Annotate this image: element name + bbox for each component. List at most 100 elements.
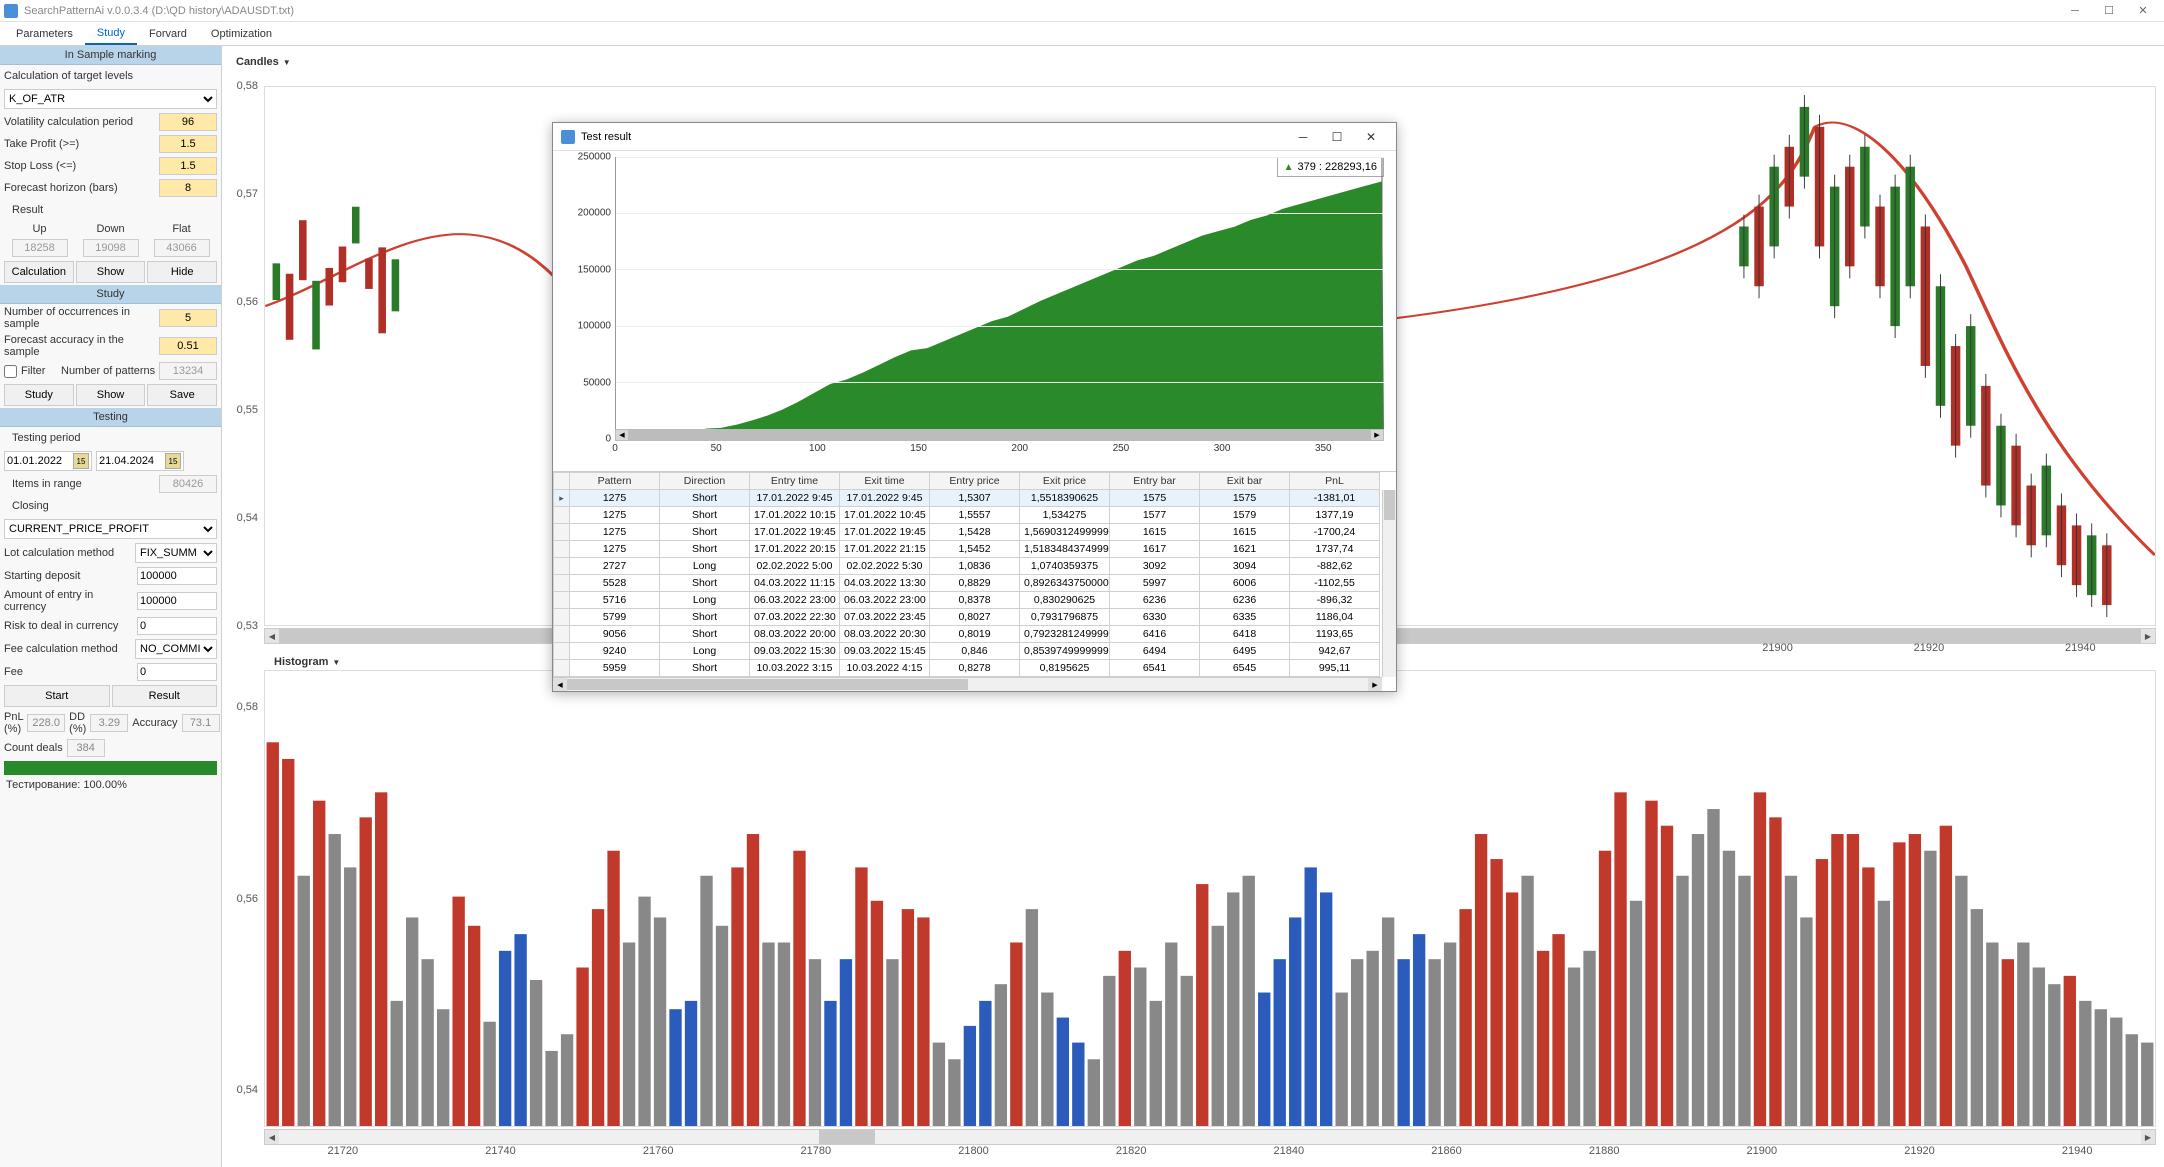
show-button-2[interactable]: Show	[76, 384, 146, 406]
closing-label: Closing	[4, 500, 217, 512]
modal-titlebar[interactable]: Test result ─ ☐ ✕	[553, 123, 1396, 151]
filter-checkbox[interactable]	[4, 365, 17, 378]
equity-chart[interactable]: ▲379 : 228293,16 05000010000015000020000…	[553, 151, 1396, 471]
up-label: Up	[4, 223, 75, 235]
testperiod-label: Testing period	[4, 432, 217, 444]
accuracy-input[interactable]	[159, 337, 217, 355]
down-label: Down	[75, 223, 146, 235]
window-maximize[interactable]: ☐	[2092, 2, 2126, 20]
show-button-1[interactable]: Show	[76, 261, 146, 283]
window-close[interactable]: ✕	[2126, 2, 2160, 20]
table-row[interactable]: 1275Short17.01.2022 19:4517.01.2022 19:4…	[554, 524, 1380, 541]
volatility-input[interactable]	[159, 113, 217, 131]
calendar-icon[interactable]: 15	[73, 453, 89, 469]
table-vscroll[interactable]	[1382, 490, 1396, 677]
modal-close[interactable]: ✕	[1354, 125, 1388, 149]
risk-input[interactable]	[137, 617, 217, 635]
sl-input[interactable]	[159, 157, 217, 175]
table-row[interactable]: 1275Short17.01.2022 10:1517.01.2022 10:4…	[554, 507, 1380, 524]
scroll-right-icon[interactable]: ▶	[2141, 629, 2155, 643]
acc-value	[182, 714, 220, 732]
sidebar: In Sample marking Calculation of target …	[0, 46, 222, 1167]
candles-header[interactable]: Candles▼	[222, 46, 2164, 72]
column-header[interactable]: Entry bar	[1110, 473, 1200, 490]
column-header[interactable]: Exit time	[840, 473, 930, 490]
calculation-button[interactable]: Calculation	[4, 261, 74, 283]
modal-minimize[interactable]: ─	[1286, 125, 1320, 149]
window-title: SearchPatternAi v.0.0.3.4 (D:\QD history…	[24, 5, 294, 17]
column-header[interactable]: Entry price	[930, 473, 1020, 490]
dd-label: DD (%)	[69, 711, 86, 735]
main-content: Candles▼ 0,580,570,560,550,540,53 ◀ ▶ 21…	[222, 46, 2164, 1167]
table-row[interactable]: 9056Short08.03.2022 20:0008.03.2022 20:3…	[554, 626, 1380, 643]
hist-scrollbar[interactable]: ◀ ▶	[264, 1129, 2156, 1145]
table-row[interactable]: 9240Long09.03.2022 15:3009.03.2022 15:45…	[554, 643, 1380, 660]
column-header[interactable]: Direction	[660, 473, 750, 490]
scroll-left-icon[interactable]: ◀	[616, 430, 628, 440]
flat-label: Flat	[146, 223, 217, 235]
occurrences-input[interactable]	[159, 309, 217, 327]
horizon-input[interactable]	[159, 179, 217, 197]
table-row[interactable]: 1275Short17.01.2022 20:1517.01.2022 21:1…	[554, 541, 1380, 558]
histogram-chart[interactable]	[264, 670, 2156, 1127]
items-range-label: Items in range	[4, 478, 159, 490]
calc-target-select[interactable]: K_OF_ATR	[4, 89, 217, 109]
equity-scrollbar[interactable]: ◀ ▶	[615, 429, 1384, 441]
column-header[interactable]: Exit price	[1020, 473, 1110, 490]
chevron-down-icon: ▼	[332, 658, 340, 667]
tp-input[interactable]	[159, 135, 217, 153]
modal-maximize[interactable]: ☐	[1320, 125, 1354, 149]
table-row[interactable]: ▸1275Short17.01.2022 9:4517.01.2022 9:45…	[554, 490, 1380, 507]
start-button[interactable]: Start	[4, 685, 110, 707]
deals-value	[67, 739, 105, 757]
scroll-left-icon[interactable]: ◀	[265, 1130, 279, 1144]
scroll-right-icon[interactable]: ▶	[1371, 430, 1383, 440]
column-header[interactable]: Exit bar	[1200, 473, 1290, 490]
window-minimize[interactable]: ─	[2058, 2, 2092, 20]
table-row[interactable]: 2727Long02.02.2022 5:0002.02.2022 5:301,…	[554, 558, 1380, 575]
deposit-input[interactable]	[137, 567, 217, 585]
scroll-left-icon[interactable]: ◀	[553, 678, 567, 691]
column-header[interactable]: Pattern	[570, 473, 660, 490]
column-header[interactable]: Entry time	[750, 473, 840, 490]
table-row[interactable]: 5716Long06.03.2022 23:0006.03.2022 23:00…	[554, 592, 1380, 609]
histogram-header[interactable]: Histogram▼	[260, 646, 354, 672]
date-from-input[interactable]	[7, 455, 73, 467]
equity-xaxis: 050100150200250300350	[615, 443, 1384, 457]
accuracy-label: Forecast accuracy in the sample	[4, 334, 159, 358]
amount-input[interactable]	[137, 592, 217, 610]
candle-yaxis: 0,580,570,560,550,540,53	[224, 86, 262, 626]
chevron-down-icon: ▼	[283, 58, 291, 67]
acc-label: Accuracy	[132, 717, 177, 729]
npatterns-value	[159, 362, 217, 380]
feemethod-select[interactable]: NO_COMMIS	[135, 639, 217, 659]
hide-button[interactable]: Hide	[147, 261, 217, 283]
modal-title: Test result	[581, 131, 631, 143]
menu-optimization[interactable]: Optimization	[199, 24, 284, 44]
trades-table[interactable]: PatternDirectionEntry timeExit timeEntry…	[553, 471, 1396, 691]
study-button[interactable]: Study	[4, 384, 74, 406]
scroll-right-icon[interactable]: ▶	[2141, 1130, 2155, 1144]
calendar-icon[interactable]: 15	[165, 453, 181, 469]
window-titlebar: SearchPatternAi v.0.0.3.4 (D:\QD history…	[0, 0, 2164, 22]
save-button[interactable]: Save	[147, 384, 217, 406]
down-value	[83, 239, 139, 257]
table-row[interactable]: 5959Short10.03.2022 3:1510.03.2022 4:150…	[554, 660, 1380, 677]
result-button[interactable]: Result	[112, 685, 218, 707]
column-header[interactable]: PnL	[1290, 473, 1380, 490]
table-row[interactable]: 5528Short04.03.2022 11:1504.03.2022 13:3…	[554, 575, 1380, 592]
date-to-input[interactable]	[99, 455, 165, 467]
feemethod-label: Fee calculation method	[4, 643, 135, 655]
table-row[interactable]: 5799Short07.03.2022 22:3007.03.2022 23:4…	[554, 609, 1380, 626]
table-hscroll[interactable]: ◀ ▶	[553, 677, 1382, 691]
closing-select[interactable]: CURRENT_PRICE_PROFIT	[4, 519, 217, 539]
sl-label: Stop Loss (<=)	[4, 160, 159, 172]
fee-input[interactable]	[137, 663, 217, 681]
menu-study[interactable]: Study	[85, 23, 137, 45]
deals-label: Count deals	[4, 742, 63, 754]
scroll-right-icon[interactable]: ▶	[1368, 678, 1382, 691]
menu-parameters[interactable]: Parameters	[4, 24, 85, 44]
scroll-left-icon[interactable]: ◀	[265, 629, 279, 643]
lot-select[interactable]: FIX_SUMM	[135, 543, 217, 563]
menu-forvard[interactable]: Forvard	[137, 24, 199, 44]
